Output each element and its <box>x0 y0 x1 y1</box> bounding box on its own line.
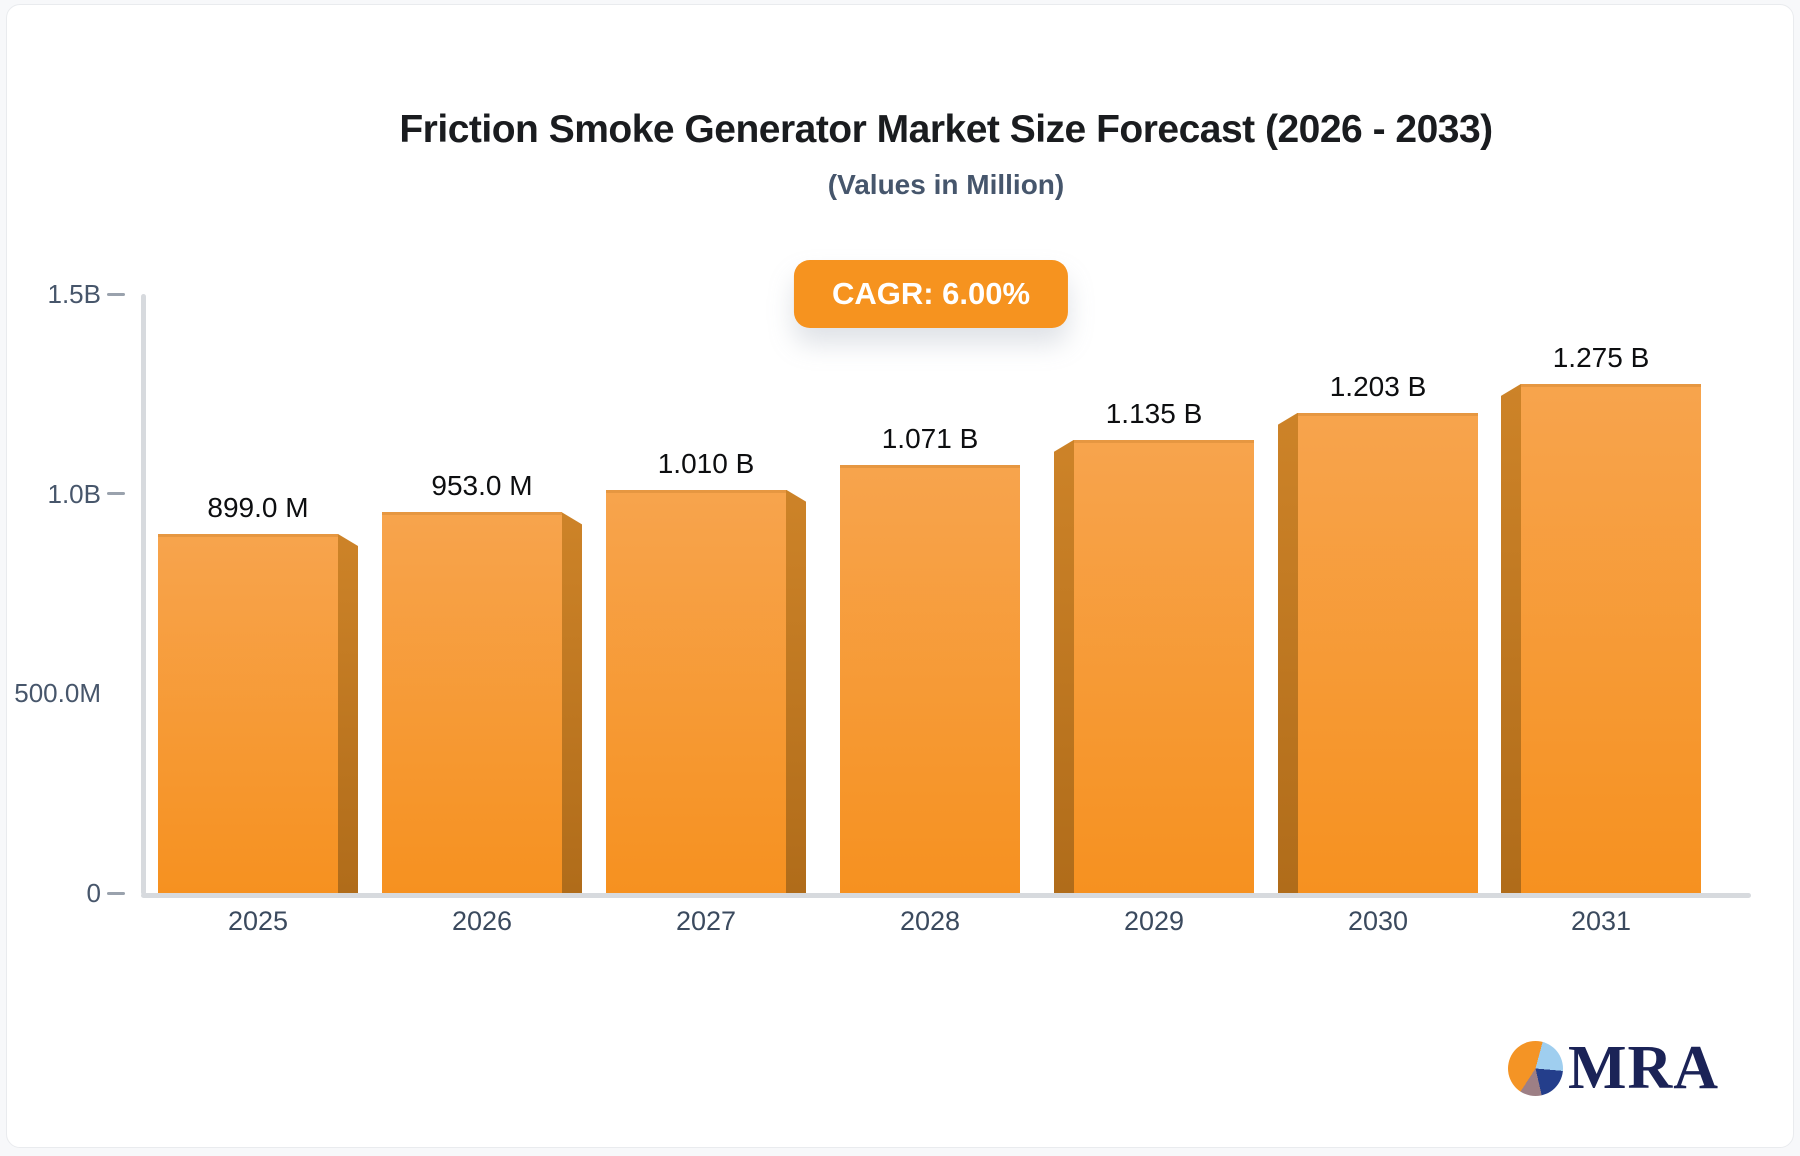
bar-value-label: 1.203 B <box>1329 370 1427 402</box>
x-axis-baseline <box>141 893 1751 898</box>
bar-2026 <box>382 512 562 893</box>
bar-value-label: 1.135 B <box>1105 397 1203 429</box>
bar-value-label: 1.071 B <box>881 423 979 455</box>
y-axis-tick-mark <box>107 891 125 895</box>
bar-2030 <box>1298 412 1478 893</box>
bar-2031-side-bevel <box>1501 383 1521 893</box>
y-axis-line <box>141 294 146 895</box>
bar-chart-plot-area: 1.5B 1.0B 500.0M 0 899.0 M 2025 953.0 M 2026 1.0… <box>7 5 1793 1147</box>
y-axis-tick-mark <box>107 492 125 496</box>
bar-2030-side-bevel <box>1278 412 1298 893</box>
y-axis-tick-mark <box>107 292 125 296</box>
bar-value-label: 1.010 B <box>657 447 755 479</box>
chart-title: Friction Smoke Generator Market Size For… <box>399 108 1493 151</box>
chart-card: Friction Smoke Generator Market Size For… <box>6 4 1794 1148</box>
y-axis-tick-label: 0 <box>86 878 101 908</box>
chart-subtitle: (Values in Million) <box>827 169 1065 200</box>
bar-2025 <box>158 533 338 893</box>
bar-2031 <box>1521 383 1701 893</box>
bar-2027 <box>606 489 786 893</box>
x-axis-label-2027: 2027 <box>675 906 737 936</box>
bar-value-label: 1.275 B <box>1552 341 1650 373</box>
mra-logo-text: MRA <box>1568 1034 1720 1102</box>
x-axis-label-2026: 2026 <box>451 906 513 936</box>
x-axis-label-2031: 2031 <box>1570 906 1632 936</box>
mra-logo: MRA <box>1508 1034 1720 1102</box>
bar-2027-side-bevel <box>786 489 806 893</box>
x-axis-label-2029: 2029 <box>1123 906 1185 936</box>
bar-value-label: 953.0 M <box>431 470 533 502</box>
bar-2026-side-bevel <box>562 512 582 893</box>
bar-2028 <box>840 465 1020 893</box>
bar-2025-side-bevel <box>338 533 358 893</box>
bar-value-label: 899.0 M <box>207 491 309 523</box>
cagr-badge: CAGR: 6.00% <box>793 260 1069 328</box>
x-axis-label-2025: 2025 <box>227 906 289 936</box>
pie-chart-logo-icon <box>1508 1041 1563 1096</box>
y-axis-tick-label: 1.5B <box>47 279 102 309</box>
y-axis-tick-label: 1.0B <box>47 478 102 509</box>
x-axis-label-2028: 2028 <box>899 906 961 936</box>
y-axis-tick-label: 500.0M <box>14 678 101 709</box>
x-axis-label-2030: 2030 <box>1347 906 1409 936</box>
bar-2029 <box>1074 439 1254 893</box>
bar-2029-side-bevel <box>1054 439 1074 893</box>
